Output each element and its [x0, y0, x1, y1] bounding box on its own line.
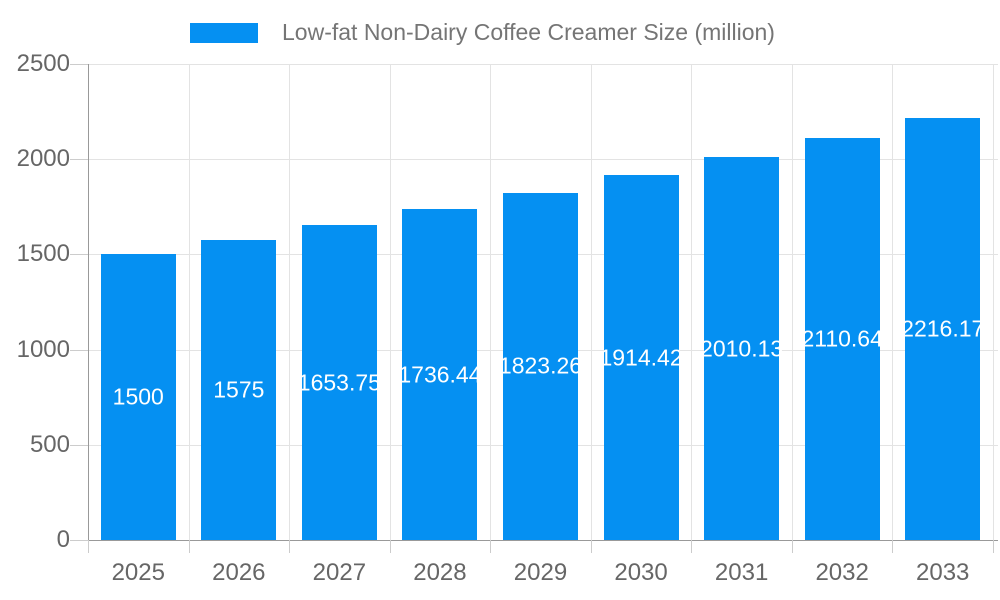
x-axis-label: 2033 [916, 559, 970, 586]
gridline-vertical [490, 64, 492, 540]
x-axis-tick [691, 540, 693, 553]
legend[interactable]: Low-fat Non-Dairy Coffee Creamer Size (m… [190, 19, 775, 46]
y-axis-line [88, 64, 89, 540]
bar-value-label: 2110.64 [801, 325, 883, 352]
bar-value-label: 2010.13 [700, 335, 784, 362]
bar[interactable] [905, 118, 981, 540]
y-axis-tick [70, 540, 88, 541]
bar[interactable] [100, 254, 176, 540]
x-axis-label: 2027 [312, 559, 367, 586]
bar-value-label: 1823.26 [498, 352, 583, 379]
y-axis-label: 500 [29, 430, 70, 458]
x-axis-label: 2028 [413, 559, 467, 586]
bar-value-label: 1500 [112, 383, 164, 410]
x-axis-label: 2030 [614, 559, 668, 586]
bar-value-label: 1914.42 [599, 344, 683, 371]
x-axis-tick [490, 540, 492, 553]
bar[interactable] [402, 209, 478, 540]
y-axis-tick [70, 64, 88, 65]
y-axis-label: 1000 [16, 335, 70, 363]
gridline-vertical [188, 64, 190, 540]
legend-label: Low-fat Non-Dairy Coffee Creamer Size (m… [282, 19, 775, 45]
x-axis-label: 2025 [111, 559, 165, 586]
x-axis-label: 2026 [212, 559, 266, 586]
y-axis-label: 1500 [16, 240, 70, 268]
x-axis-tick [289, 540, 291, 553]
y-axis-label: 2000 [16, 145, 70, 173]
bar-value-label: 1575 [213, 376, 265, 403]
gridline-vertical [289, 64, 291, 540]
y-axis-label: 2500 [16, 50, 70, 77]
bar[interactable] [603, 175, 679, 540]
bar[interactable] [804, 138, 880, 540]
gridline-vertical [892, 64, 894, 540]
bar[interactable] [704, 157, 780, 540]
x-axis-tick [188, 540, 190, 553]
y-axis-label: 0 [56, 526, 70, 553]
y-axis-tick [70, 159, 88, 161]
y-axis-tick [70, 254, 88, 256]
bar-value-label: 2216.17 [901, 315, 985, 342]
legend-swatch [190, 22, 258, 43]
x-axis-tick [892, 540, 894, 553]
y-axis-tick [70, 349, 88, 351]
x-axis-tick [389, 540, 391, 553]
gridline-vertical [993, 64, 994, 540]
bar-value-label: 1653.75 [297, 369, 381, 396]
y-axis-tick [70, 444, 88, 446]
bar[interactable] [301, 225, 377, 540]
x-axis-label: 2032 [815, 559, 869, 586]
bar[interactable] [201, 240, 277, 540]
gridline-horizontal [88, 159, 998, 161]
bar[interactable] [503, 192, 578, 540]
bar-value-label: 1736.44 [398, 361, 482, 388]
gridline-vertical [389, 64, 391, 540]
gridline-horizontal [88, 64, 998, 65]
x-axis-label: 2029 [513, 559, 568, 586]
x-axis-tick [590, 540, 592, 553]
x-axis-line [88, 540, 998, 541]
x-axis-tick [88, 540, 89, 553]
x-axis-tick [993, 540, 994, 553]
gridline-vertical [691, 64, 693, 540]
gridline-vertical [791, 64, 793, 540]
x-axis-tick [791, 540, 793, 553]
gridline-vertical [590, 64, 592, 540]
x-axis-label: 2031 [714, 559, 769, 586]
